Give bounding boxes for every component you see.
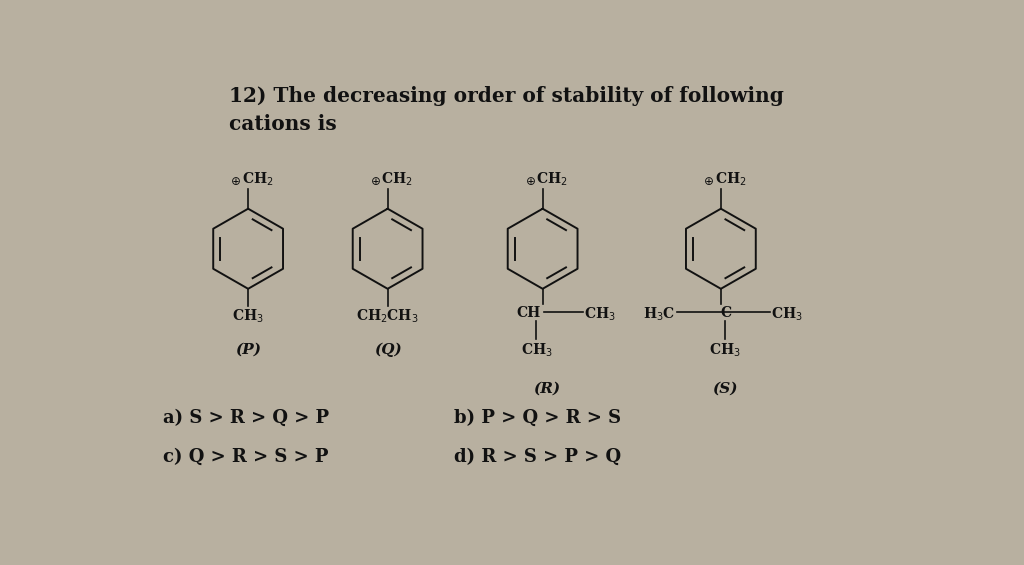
- Text: H$_3$C: H$_3$C: [643, 306, 675, 323]
- Text: $\oplus$: $\oplus$: [370, 175, 381, 188]
- Text: CH$_3$: CH$_3$: [709, 341, 740, 359]
- Text: CH$_2$: CH$_2$: [381, 171, 413, 188]
- Text: CH$_2$CH$_3$: CH$_2$CH$_3$: [356, 307, 419, 325]
- Text: $\oplus$: $\oplus$: [703, 175, 714, 188]
- Text: (Q): (Q): [374, 343, 401, 357]
- Text: (P): (P): [236, 343, 261, 357]
- Text: CH$_3$: CH$_3$: [232, 307, 264, 325]
- Text: cations is: cations is: [228, 114, 337, 134]
- Text: 12) The decreasing order of stability of following: 12) The decreasing order of stability of…: [228, 85, 783, 106]
- Text: CH$_3$: CH$_3$: [771, 306, 803, 323]
- Text: CH$_3$: CH$_3$: [585, 306, 616, 323]
- Text: (R): (R): [532, 381, 560, 395]
- Text: CH: CH: [517, 306, 541, 320]
- Text: a) S > R > Q > P: a) S > R > Q > P: [163, 409, 329, 427]
- Text: CH$_3$: CH$_3$: [520, 341, 552, 359]
- Text: CH$_2$: CH$_2$: [537, 171, 568, 188]
- Text: b) P > Q > R > S: b) P > Q > R > S: [454, 409, 621, 427]
- Text: d) R > S > P > Q: d) R > S > P > Q: [454, 447, 621, 466]
- Text: $\oplus$: $\oplus$: [524, 175, 536, 188]
- Text: c) Q > R > S > P: c) Q > R > S > P: [163, 447, 329, 466]
- Text: (S): (S): [712, 381, 737, 395]
- Text: CH$_2$: CH$_2$: [242, 171, 273, 188]
- Text: $\oplus$: $\oplus$: [230, 175, 242, 188]
- Text: CH$_2$: CH$_2$: [715, 171, 746, 188]
- Text: C: C: [721, 306, 732, 320]
